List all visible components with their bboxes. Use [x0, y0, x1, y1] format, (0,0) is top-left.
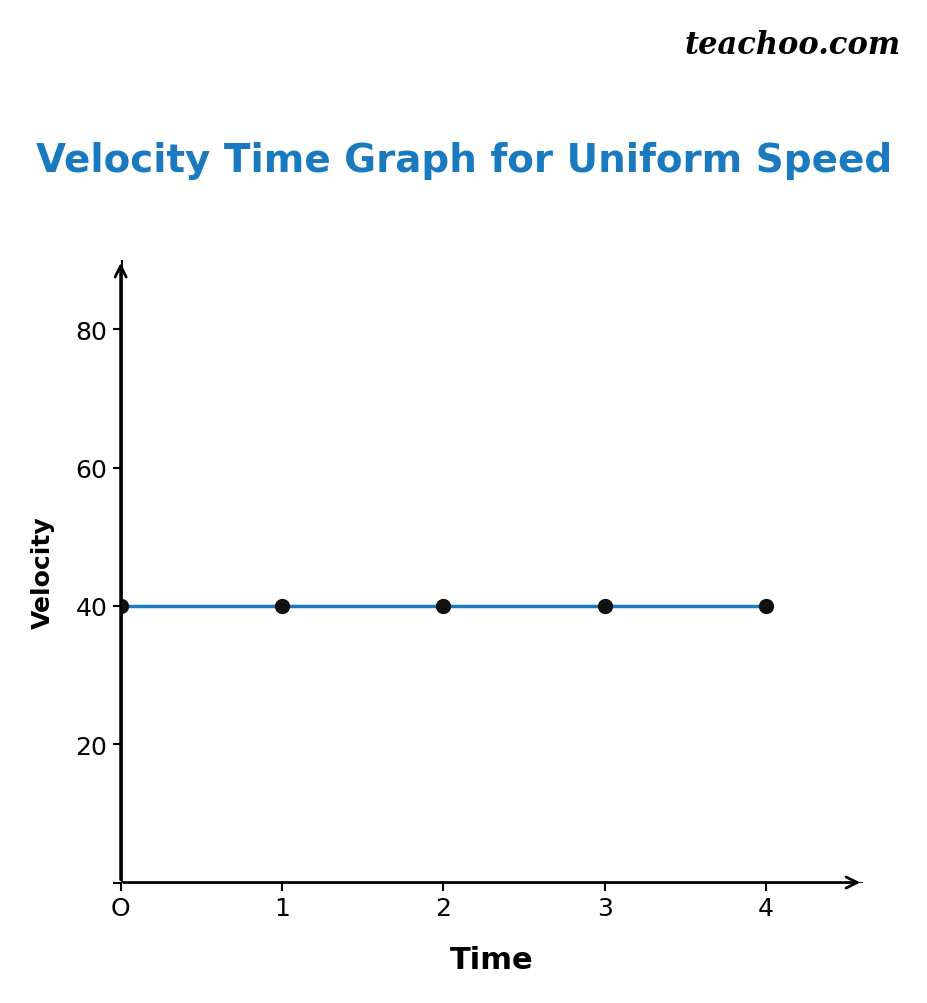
X-axis label: Time: Time: [450, 945, 533, 974]
Text: Velocity Time Graph for Uniform Speed: Velocity Time Graph for Uniform Speed: [36, 141, 891, 180]
Y-axis label: Velocity: Velocity: [31, 516, 55, 628]
Text: teachoo.com: teachoo.com: [683, 30, 899, 61]
